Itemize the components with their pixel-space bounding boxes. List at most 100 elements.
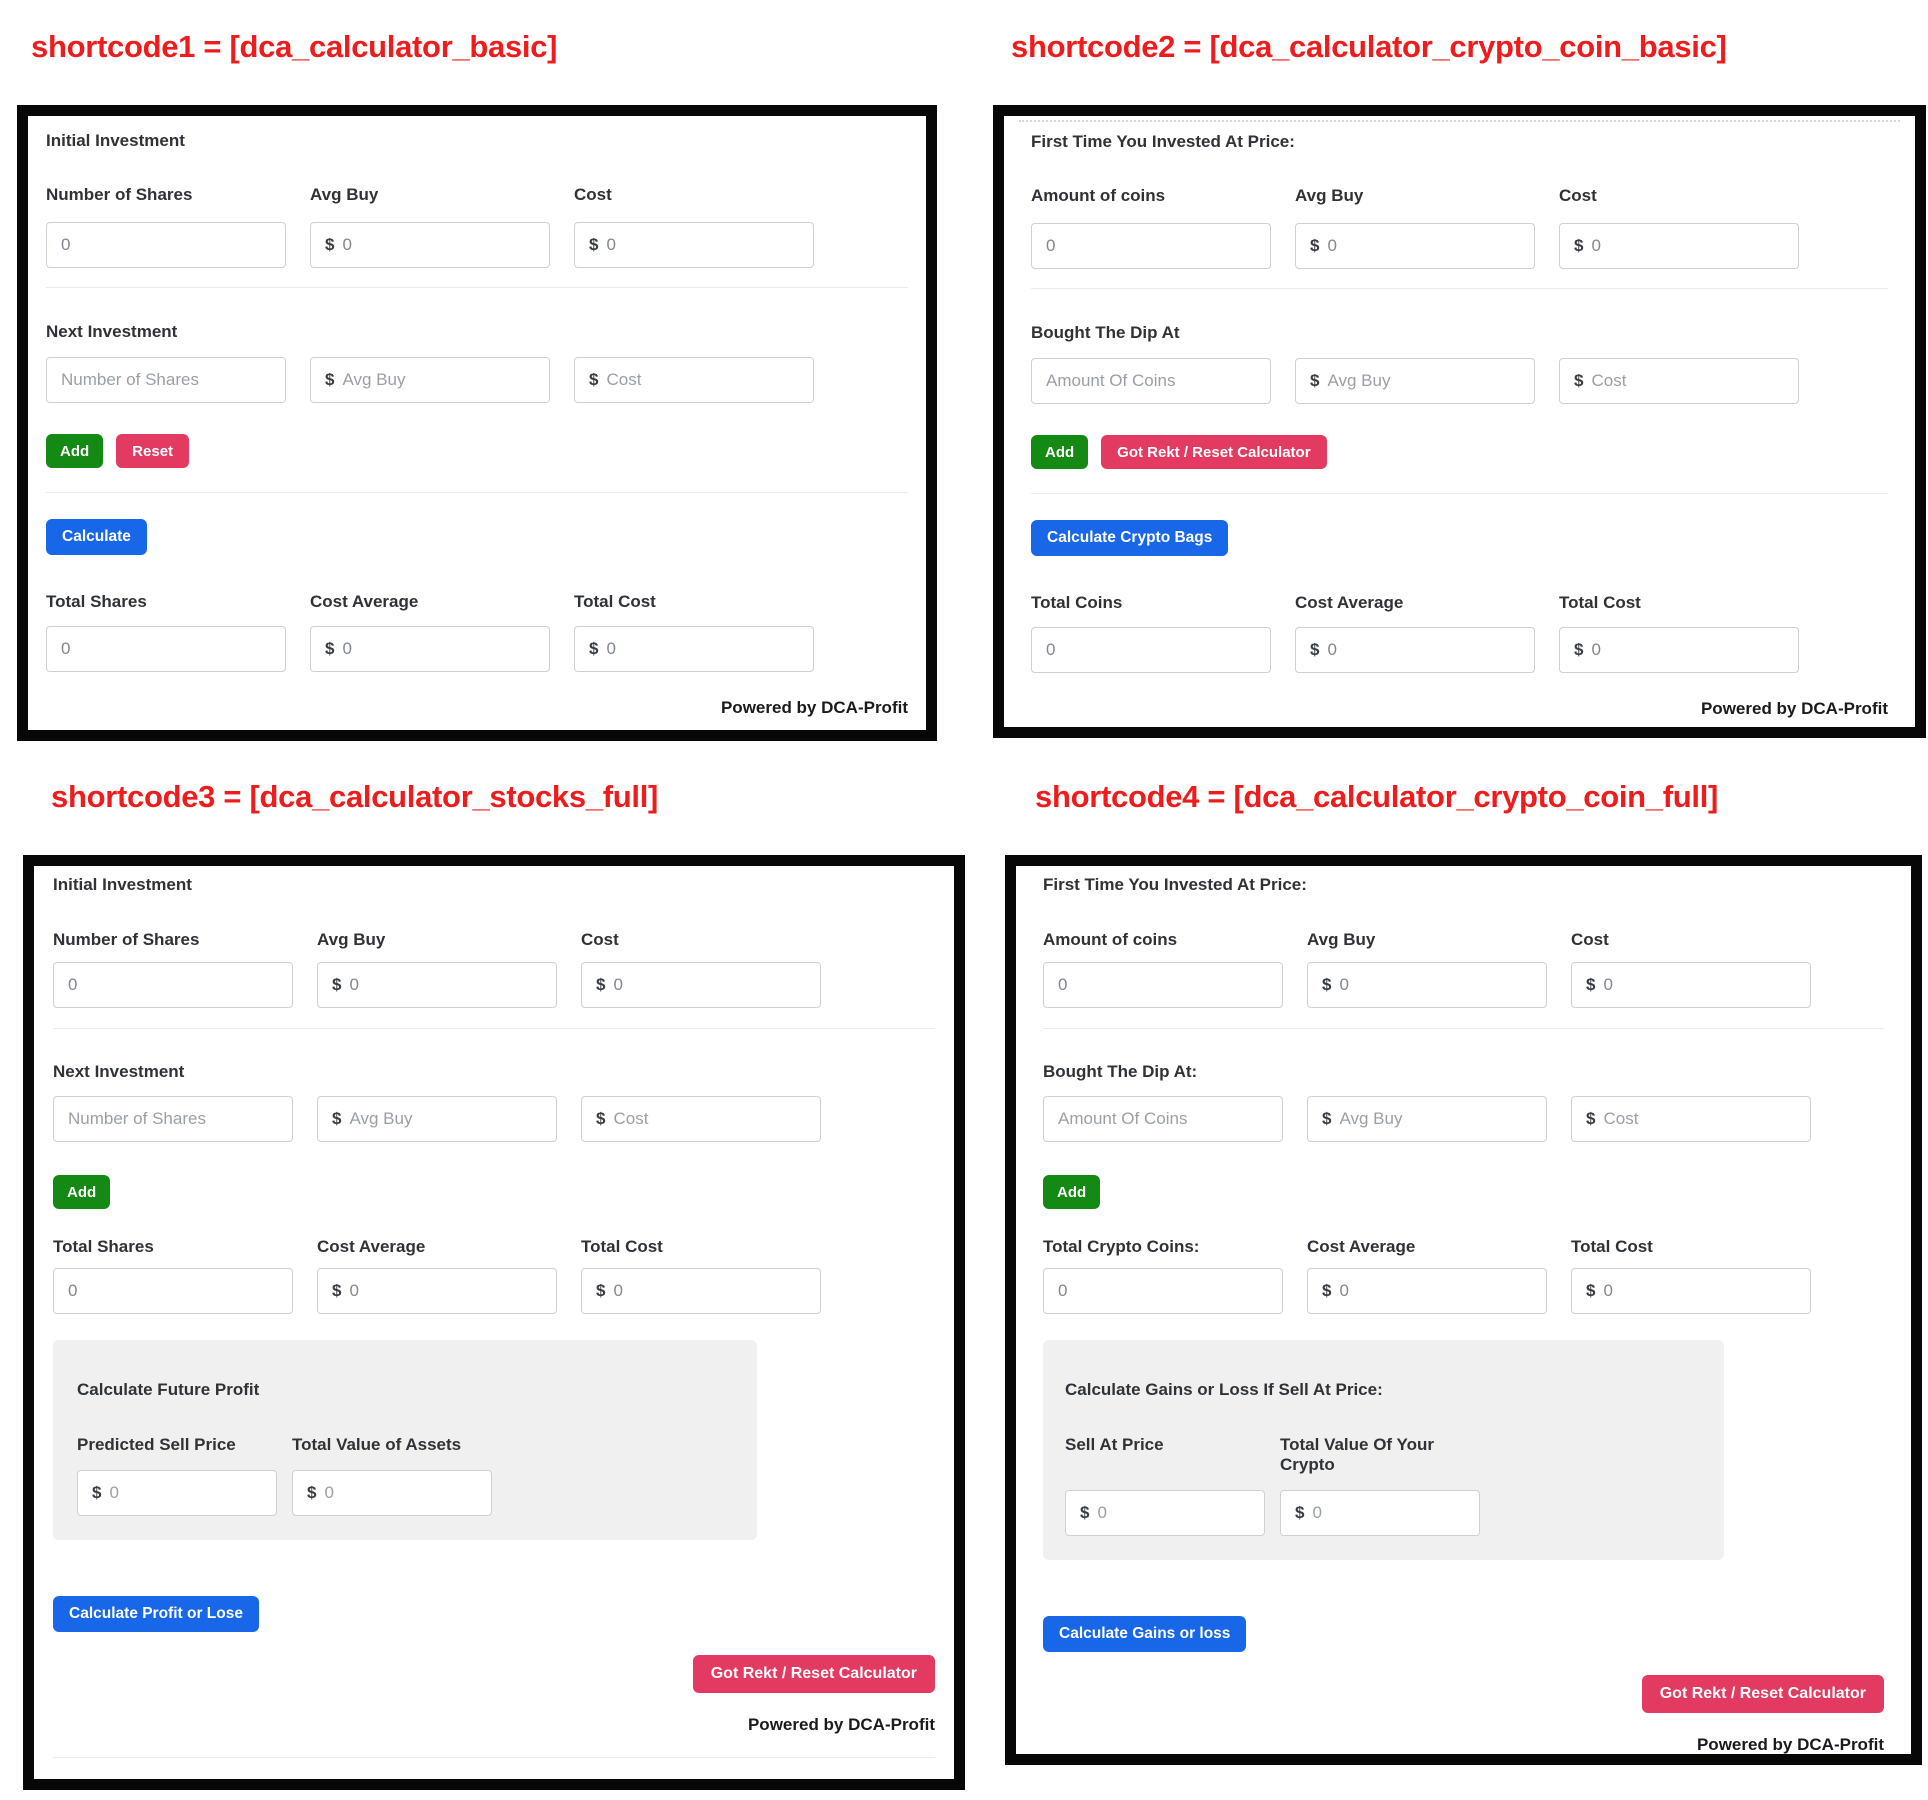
dollar-prefix: $: [589, 235, 599, 254]
dollar-prefix: $: [589, 639, 599, 658]
cost-average-label: Cost Average: [1307, 1237, 1416, 1256]
total-cost-output[interactable]: $0: [574, 626, 814, 672]
initial-shares-input[interactable]: 0: [46, 222, 286, 268]
dip-cost-input[interactable]: $ Cost: [1559, 358, 1799, 404]
section-divider: [46, 287, 908, 288]
first-invested-label: First Time You Invested At Price:: [1031, 132, 1295, 151]
add-button[interactable]: Add: [53, 1175, 111, 1209]
total-value-crypto-output[interactable]: $0: [1280, 1490, 1480, 1536]
calculate-profit-or-lose-button[interactable]: Calculate Profit or Lose: [53, 1596, 259, 1632]
dip-coins-input[interactable]: Amount Of Coins: [1043, 1096, 1283, 1142]
sell-at-price-input[interactable]: $0: [1065, 1490, 1265, 1536]
dollar-prefix: $: [332, 1281, 342, 1300]
cost-column-label: Cost: [574, 185, 612, 204]
dca-crypto-full-panel: First Time You Invested At Price: Amount…: [1005, 855, 1922, 1765]
bottom-divider: [53, 1757, 935, 1758]
total-cost-output[interactable]: $0: [1559, 627, 1799, 673]
total-cost-output[interactable]: $0: [581, 1268, 821, 1314]
section-divider: [1031, 288, 1888, 289]
total-crypto-coins-label: Total Crypto Coins:: [1043, 1237, 1200, 1256]
next-avg-buy-input[interactable]: $ Avg Buy: [317, 1096, 557, 1142]
dollar-prefix: $: [325, 235, 335, 254]
total-cost-output[interactable]: $0: [1571, 1268, 1811, 1314]
dca-crypto-basic-panel: First Time You Invested At Price: Amount…: [993, 105, 1926, 738]
cost-average-output[interactable]: $0: [310, 626, 550, 672]
powered-by-credit: Powered by DCA-Profit: [1696, 1735, 1884, 1754]
amount-coins-column-label: Amount of coins: [1043, 930, 1178, 949]
initial-shares-input[interactable]: 0: [53, 962, 293, 1008]
initial-cost-input[interactable]: $0: [574, 222, 814, 268]
initial-coins-input[interactable]: 0: [1043, 962, 1283, 1008]
total-shares-output[interactable]: 0: [46, 626, 286, 672]
dollar-prefix: $: [1080, 1503, 1090, 1522]
calculator-stocks-full-cell: shortcode3 = [dca_calculator_stocks_full…: [23, 775, 965, 1790]
add-button[interactable]: Add: [46, 434, 104, 468]
dollar-prefix: $: [1322, 975, 1332, 994]
initial-avg-buy-input[interactable]: $0: [317, 962, 557, 1008]
dca-stocks-full-panel: Initial Investment Number of Shares Avg …: [23, 855, 965, 1790]
calculate-gains-loss-label: Calculate Gains or Loss If Sell At Price…: [1065, 1380, 1383, 1399]
calculate-gains-or-loss-button[interactable]: Calculate Gains or loss: [1043, 1616, 1247, 1652]
dotted-top-line: [1019, 120, 1900, 122]
dollar-prefix: $: [596, 975, 606, 994]
powered-by-credit: Powered by DCA-Profit: [1700, 699, 1888, 718]
initial-coins-input[interactable]: 0: [1031, 223, 1271, 269]
calculate-future-profit-label: Calculate Future Profit: [77, 1380, 260, 1399]
shortcode1-title: shortcode1 = [dca_calculator_basic]: [31, 29, 558, 64]
dollar-prefix: $: [92, 1483, 102, 1502]
initial-cost-input[interactable]: $0: [581, 962, 821, 1008]
total-value-assets-label: Total Value of Assets: [292, 1435, 462, 1454]
next-investment-label: Next Investment: [53, 1062, 185, 1081]
cost-average-label: Cost Average: [310, 592, 419, 611]
next-cost-input[interactable]: $ Cost: [574, 357, 814, 403]
next-avg-buy-input[interactable]: $ Avg Buy: [310, 357, 550, 403]
cost-average-output[interactable]: $0: [317, 1268, 557, 1314]
shortcode2-title: shortcode2 = [dca_calculator_crypto_coin…: [1011, 29, 1727, 64]
next-shares-input[interactable]: Number of Shares: [46, 357, 286, 403]
add-button[interactable]: Add: [1043, 1175, 1101, 1209]
dip-avg-buy-input[interactable]: $ Avg Buy: [1307, 1096, 1547, 1142]
cost-column-label: Cost: [581, 930, 619, 949]
initial-avg-buy-input[interactable]: $0: [1307, 962, 1547, 1008]
total-crypto-coins-output[interactable]: 0: [1043, 1268, 1283, 1314]
got-rekt-reset-button[interactable]: Got Rekt / Reset Calculator: [1641, 1675, 1884, 1713]
reset-button[interactable]: Reset: [116, 434, 190, 468]
dollar-prefix: $: [589, 370, 599, 389]
dollar-prefix: $: [596, 1281, 606, 1300]
cost-average-label: Cost Average: [317, 1237, 426, 1256]
total-coins-output[interactable]: 0: [1031, 627, 1271, 673]
got-rekt-reset-button[interactable]: Got Rekt / Reset Calculator: [1101, 435, 1327, 469]
next-cost-input[interactable]: $ Cost: [581, 1096, 821, 1142]
predicted-sell-price-input[interactable]: $0: [77, 1470, 277, 1516]
initial-cost-input[interactable]: $0: [1571, 962, 1811, 1008]
future-profit-box: Calculate Future Profit Predicted Sell P…: [53, 1340, 757, 1540]
calculate-crypto-bags-button[interactable]: Calculate Crypto Bags: [1031, 520, 1229, 556]
total-value-assets-output[interactable]: $0: [292, 1470, 492, 1516]
initial-avg-buy-input[interactable]: $0: [310, 222, 550, 268]
shares-column-label: Number of Shares: [46, 185, 193, 204]
calculate-button[interactable]: Calculate: [46, 519, 147, 555]
initial-investment-label: Initial Investment: [46, 131, 185, 150]
avg-buy-column-label: Avg Buy: [317, 930, 386, 949]
got-rekt-reset-button[interactable]: Got Rekt / Reset Calculator: [692, 1655, 935, 1693]
next-shares-input[interactable]: Number of Shares: [53, 1096, 293, 1142]
dollar-prefix: $: [1586, 1281, 1596, 1300]
predicted-sell-price-label: Predicted Sell Price: [77, 1435, 236, 1454]
add-button[interactable]: Add: [1031, 435, 1089, 469]
total-coins-label: Total Coins: [1031, 593, 1123, 612]
dip-cost-input[interactable]: $ Cost: [1571, 1096, 1811, 1142]
powered-by-credit: Powered by DCA-Profit: [720, 698, 908, 717]
dollar-prefix: $: [325, 370, 335, 389]
cost-average-output[interactable]: $0: [1295, 627, 1535, 673]
dip-avg-buy-input[interactable]: $ Avg Buy: [1295, 358, 1535, 404]
dollar-prefix: $: [1586, 975, 1596, 994]
total-shares-output[interactable]: 0: [53, 1268, 293, 1314]
initial-avg-buy-input[interactable]: $0: [1295, 223, 1535, 269]
dollar-prefix: $: [1322, 1281, 1332, 1300]
cost-column-label: Cost: [1559, 186, 1597, 205]
dip-coins-input[interactable]: Amount Of Coins: [1031, 358, 1271, 404]
cost-average-output[interactable]: $0: [1307, 1268, 1547, 1314]
initial-cost-input[interactable]: $0: [1559, 223, 1799, 269]
dollar-prefix: $: [1574, 640, 1584, 659]
total-value-crypto-label: Total Value Of Your Crypto: [1280, 1435, 1434, 1474]
